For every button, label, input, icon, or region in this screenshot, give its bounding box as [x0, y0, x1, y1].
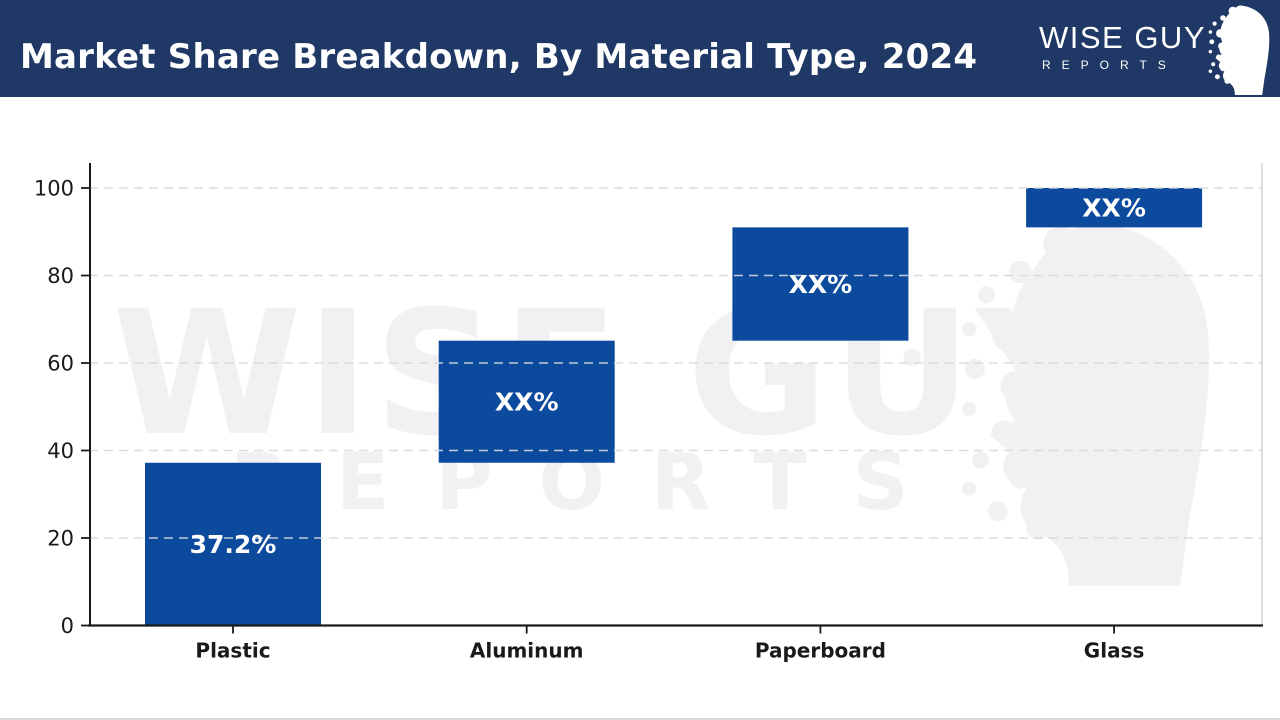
- header-bar: Market Share Breakdown, By Material Type…: [0, 0, 1280, 97]
- y-tick-label-20: 20: [47, 527, 74, 551]
- watermark: WISE GUY REPORTS: [112, 220, 1210, 586]
- logo-text-block: WISE GUY REPORTS: [1039, 22, 1206, 71]
- watermark-face: [903, 220, 1210, 586]
- bar-plastic: [145, 462, 321, 626]
- waterfall-chart: WISE GUY REPORTS 0 20 40 60 80 100 Plastic Alum…: [34, 163, 1263, 663]
- logo-subtext: REPORTS: [1041, 58, 1177, 72]
- wiseguy-logo: WISE GUY REPORTS: [1039, 4, 1272, 95]
- y-tick-label-40: 40: [47, 439, 74, 463]
- logo-wordmark: WISE GUY: [1038, 20, 1206, 55]
- bar-label-glass: XX%: [1082, 194, 1146, 223]
- logo-face-icon: [1208, 5, 1270, 95]
- bar-aluminum: [438, 340, 615, 463]
- bar-glass: [1026, 188, 1203, 228]
- y-tick-label-0: 0: [61, 614, 74, 638]
- x-tick-label-glass: Glass: [1084, 639, 1145, 663]
- footer-divider: [0, 718, 1280, 720]
- bar-paperboard: [732, 227, 909, 341]
- x-tick-label-aluminum: Aluminum: [470, 639, 584, 663]
- y-tick-label-100: 100: [34, 177, 74, 201]
- x-tick-label-paperboard: Paperboard: [755, 639, 886, 663]
- bar-label-aluminum: XX%: [495, 388, 559, 417]
- bar-label-paperboard: XX%: [789, 270, 853, 299]
- x-tick-label-plastic: Plastic: [195, 639, 270, 663]
- bar-label-plastic: 37.2%: [190, 530, 277, 559]
- chart-area: WISE GUY REPORTS 0 20 40 60 80 100 Plastic Alum…: [0, 97, 1280, 718]
- y-tick-label-80: 80: [47, 264, 74, 288]
- y-tick-label-60: 60: [47, 352, 74, 376]
- page-title: Market Share Breakdown, By Material Type…: [20, 37, 978, 77]
